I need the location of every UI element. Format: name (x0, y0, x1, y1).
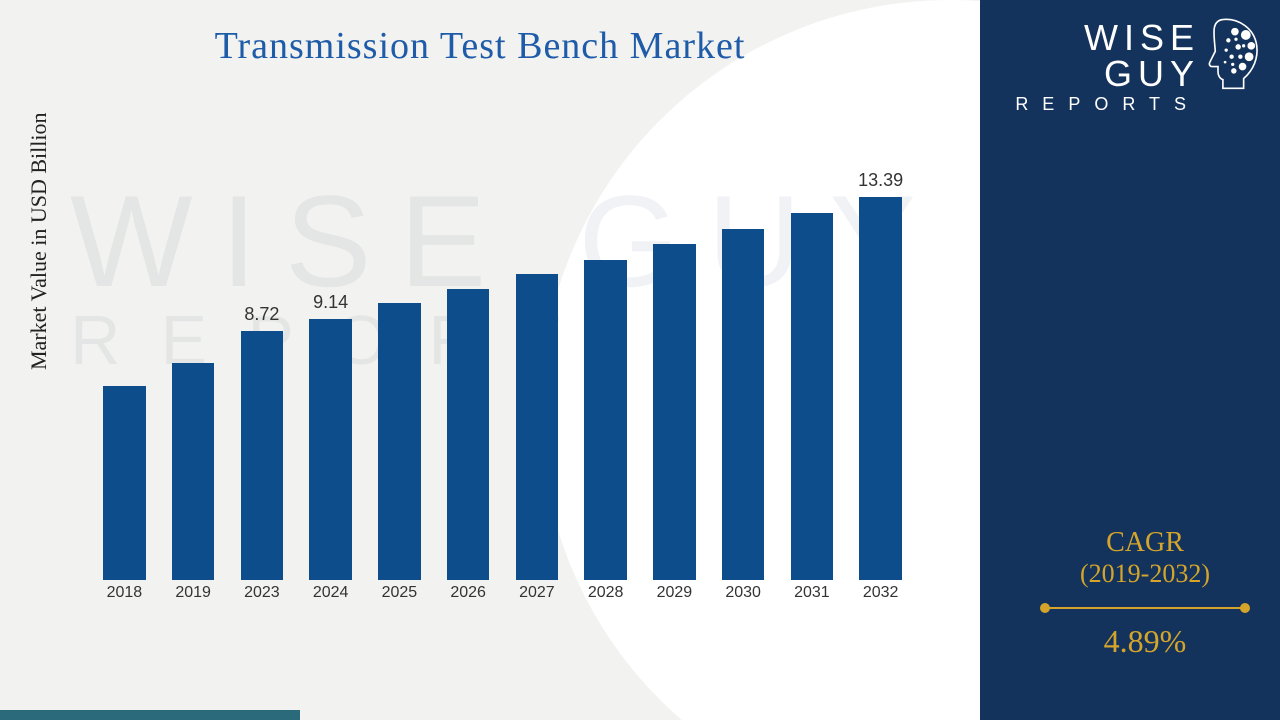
cagr-separator (1045, 607, 1245, 609)
bar-slot (709, 229, 778, 580)
bar-value-label: 9.14 (296, 292, 365, 313)
brand-logo: WISE GUY REPORTS (1000, 20, 1260, 115)
x-tick-label: 2031 (778, 584, 847, 602)
bar-slot: 9.14 (296, 319, 365, 580)
bar (447, 289, 490, 580)
bar (653, 244, 696, 580)
cagr-value: 4.89% (1010, 623, 1280, 660)
cagr-label: CAGR (1010, 527, 1280, 559)
bar (241, 331, 284, 580)
x-tick-label: 2032 (846, 584, 915, 602)
x-axis: 2018201920232024202520262027202820292030… (90, 584, 915, 602)
bar-value-label: 8.72 (228, 304, 297, 325)
bar-value-label: 13.39 (846, 170, 915, 191)
bar-slot (159, 363, 228, 580)
x-tick-label: 2029 (640, 584, 709, 602)
bar-slot (640, 244, 709, 580)
bar (378, 303, 421, 580)
bars-container: 8.729.1413.39 (90, 180, 915, 580)
x-tick-label: 2024 (296, 584, 365, 602)
x-tick-label: 2019 (159, 584, 228, 602)
bar (722, 229, 765, 580)
bar (584, 260, 627, 580)
cagr-range: (2019-2032) (1010, 559, 1280, 589)
bar-slot (571, 260, 640, 580)
bar (309, 319, 352, 580)
x-tick-label: 2026 (434, 584, 503, 602)
x-tick-label: 2023 (228, 584, 297, 602)
logo-head-icon (1200, 14, 1260, 94)
bar-slot (503, 274, 572, 580)
bar-slot: 13.39 (846, 197, 915, 580)
bottom-strip (0, 710, 300, 720)
bar-slot (365, 303, 434, 580)
bar-slot (434, 289, 503, 580)
y-axis-label: Market Value in USD Billion (26, 113, 52, 370)
bar-slot (90, 386, 159, 580)
cagr-block: CAGR (2019-2032) 4.89% (1010, 527, 1280, 660)
plot-area: 8.729.1413.39 (90, 180, 915, 580)
x-tick-label: 2030 (709, 584, 778, 602)
bar (103, 386, 146, 580)
bar (516, 274, 559, 580)
bar (791, 213, 834, 580)
logo-main-text: WISE GUY (1000, 20, 1200, 92)
x-tick-label: 2027 (503, 584, 572, 602)
bar (172, 363, 215, 580)
chart-title: Transmission Test Bench Market (0, 24, 960, 68)
logo-sub-text: REPORTS (1000, 94, 1200, 115)
stage: WISE GUY REPORT Transmission Test Bench … (0, 0, 1280, 720)
x-tick-label: 2025 (365, 584, 434, 602)
x-tick-label: 2028 (571, 584, 640, 602)
x-tick-label: 2018 (90, 584, 159, 602)
bar (859, 197, 902, 580)
bar-slot: 8.72 (228, 331, 297, 580)
bar-slot (778, 213, 847, 580)
